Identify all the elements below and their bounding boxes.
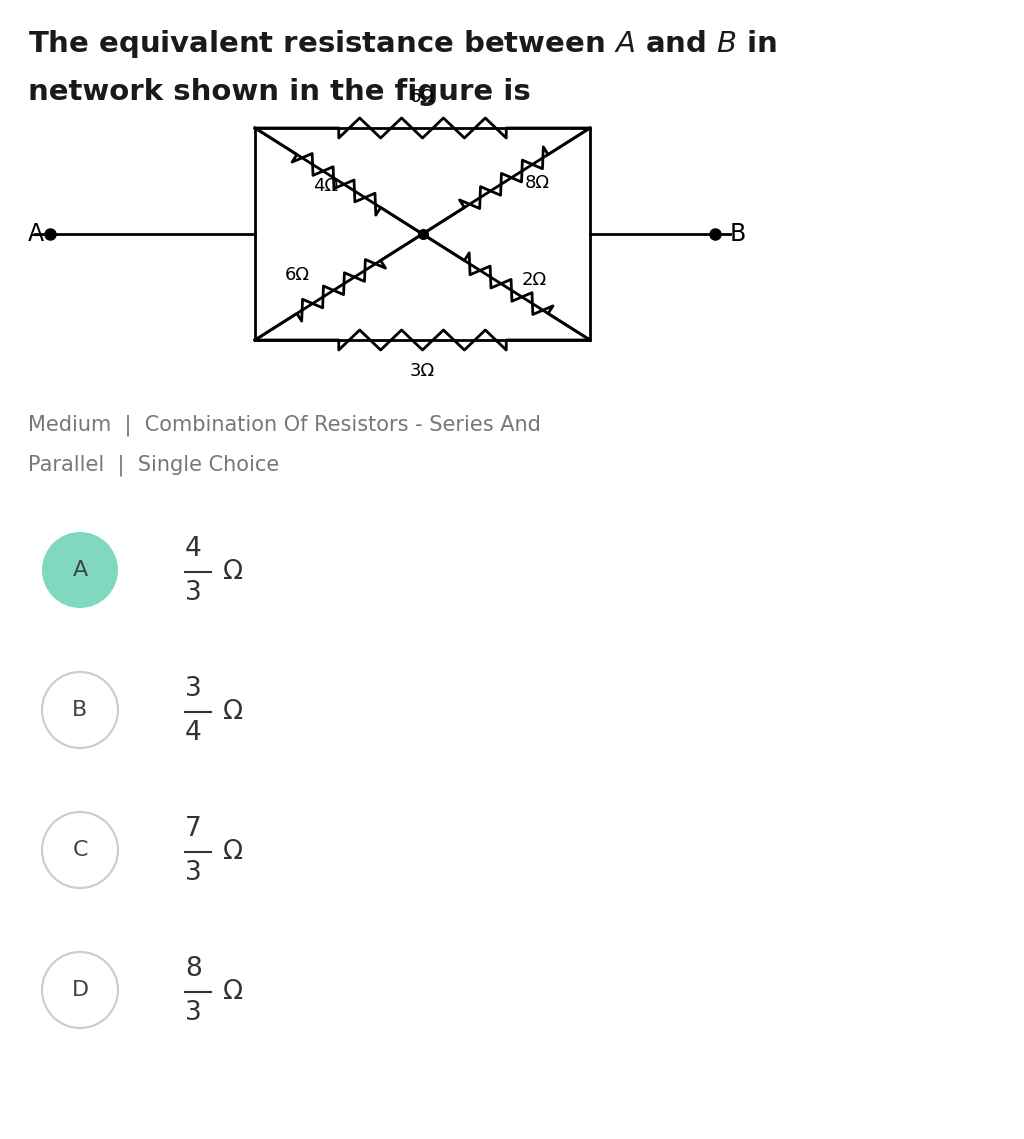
Text: B: B xyxy=(730,222,746,246)
Text: 6Ω: 6Ω xyxy=(285,267,310,284)
Text: 8Ω: 8Ω xyxy=(525,174,550,192)
Text: Parallel  |  Single Choice: Parallel | Single Choice xyxy=(28,454,280,476)
Text: Ω: Ω xyxy=(223,980,243,1005)
Text: 4Ω: 4Ω xyxy=(313,177,338,195)
Text: 4: 4 xyxy=(185,536,202,562)
Text: 3Ω: 3Ω xyxy=(410,362,435,380)
Text: A: A xyxy=(28,222,44,246)
Text: 3: 3 xyxy=(185,860,202,886)
Text: Ω: Ω xyxy=(223,559,243,585)
Text: Ω: Ω xyxy=(223,839,243,865)
Text: 2Ω: 2Ω xyxy=(522,271,547,289)
Text: 7: 7 xyxy=(185,816,202,842)
Circle shape xyxy=(42,532,118,608)
Circle shape xyxy=(42,672,118,748)
Text: network shown in the figure is: network shown in the figure is xyxy=(28,77,530,106)
Text: D: D xyxy=(72,980,88,1000)
Text: 3: 3 xyxy=(185,677,202,702)
Text: Medium  |  Combination Of Resistors - Series And: Medium | Combination Of Resistors - Seri… xyxy=(28,415,541,436)
Circle shape xyxy=(42,812,118,888)
Text: 6Ω: 6Ω xyxy=(410,88,435,106)
Text: C: C xyxy=(73,839,88,860)
Text: 8: 8 xyxy=(185,956,202,982)
Text: A: A xyxy=(73,560,88,580)
Text: The equivalent resistance between $\mathit{A}$ and $\mathit{B}$ in: The equivalent resistance between $\math… xyxy=(28,28,777,60)
Text: Ω: Ω xyxy=(223,699,243,726)
Text: B: B xyxy=(73,700,88,720)
Text: 3: 3 xyxy=(185,1000,202,1026)
Text: 3: 3 xyxy=(185,580,202,606)
Text: 4: 4 xyxy=(185,720,202,746)
Circle shape xyxy=(42,952,118,1029)
